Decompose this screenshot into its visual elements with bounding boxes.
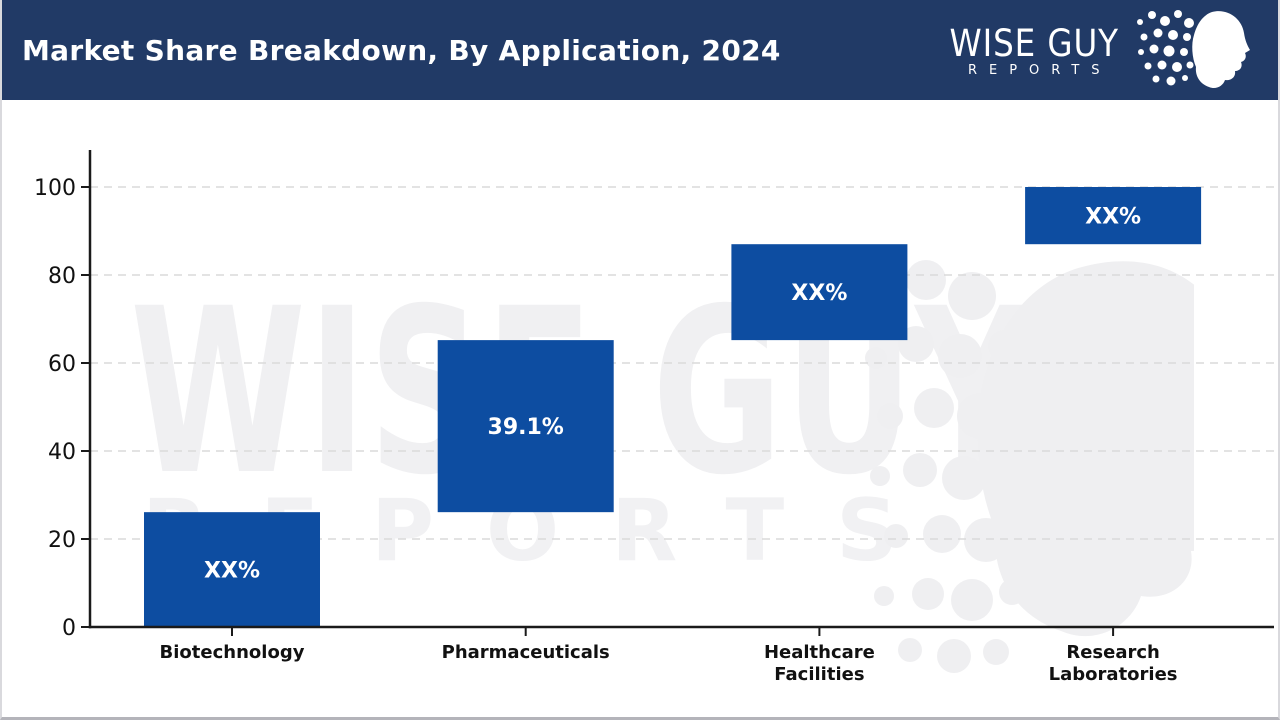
market-share-bar-chart: XX% 39.1% XX% XX% 0 20 40 60 80 100 Biotechnology P… [34, 150, 1274, 685]
y-tick-label-40: 40 [48, 440, 76, 465]
bar-label-healthcare-facilities: XX% [791, 281, 847, 306]
bar-healthcare-facilities [731, 244, 908, 341]
bar-pharmaceuticals [437, 340, 614, 513]
header-bar: Market Share Breakdown, By Application, … [2, 0, 1278, 100]
y-tick-label-20: 20 [48, 528, 76, 553]
logo-text: WISE GUY REPORTS [938, 22, 1130, 78]
chart-area: WISE GUY REPORTS XX% 39.1% XX% XX% 0 20 40 60 80… [2, 100, 1278, 717]
logo-brand-name: WISE GUY [949, 22, 1119, 65]
x-category-label-2-line-0: Healthcare [764, 642, 875, 663]
page-title: Market Share Breakdown, By Application, … [22, 33, 781, 67]
y-tick-label-80: 80 [48, 264, 76, 289]
wise-guy-logo: WISE GUY REPORTS [938, 6, 1250, 94]
bar-label-biotechnology: XX% [204, 559, 260, 584]
x-category-label-2-line-1: Facilities [774, 664, 864, 685]
bar-research-laboratories [1025, 187, 1202, 245]
x-category-label-1-line-0: Pharmaceuticals [442, 642, 610, 663]
bar-label-research-laboratories: XX% [1085, 205, 1141, 230]
y-tick-label-0: 0 [62, 616, 76, 641]
x-category-label-3-line-0: Research [1066, 642, 1160, 663]
logo-face-icon [1137, 10, 1250, 89]
x-category-label-3-line-1: Laboratories [1049, 664, 1178, 685]
y-tick-label-100: 100 [34, 176, 76, 201]
bar-biotechnology [144, 512, 320, 627]
bar-label-pharmaceuticals: 39.1% [488, 415, 564, 440]
logo-subtitle: REPORTS [967, 63, 1112, 78]
x-category-label-0-line-0: Biotechnology [160, 642, 305, 663]
y-tick-label-60: 60 [48, 352, 76, 377]
